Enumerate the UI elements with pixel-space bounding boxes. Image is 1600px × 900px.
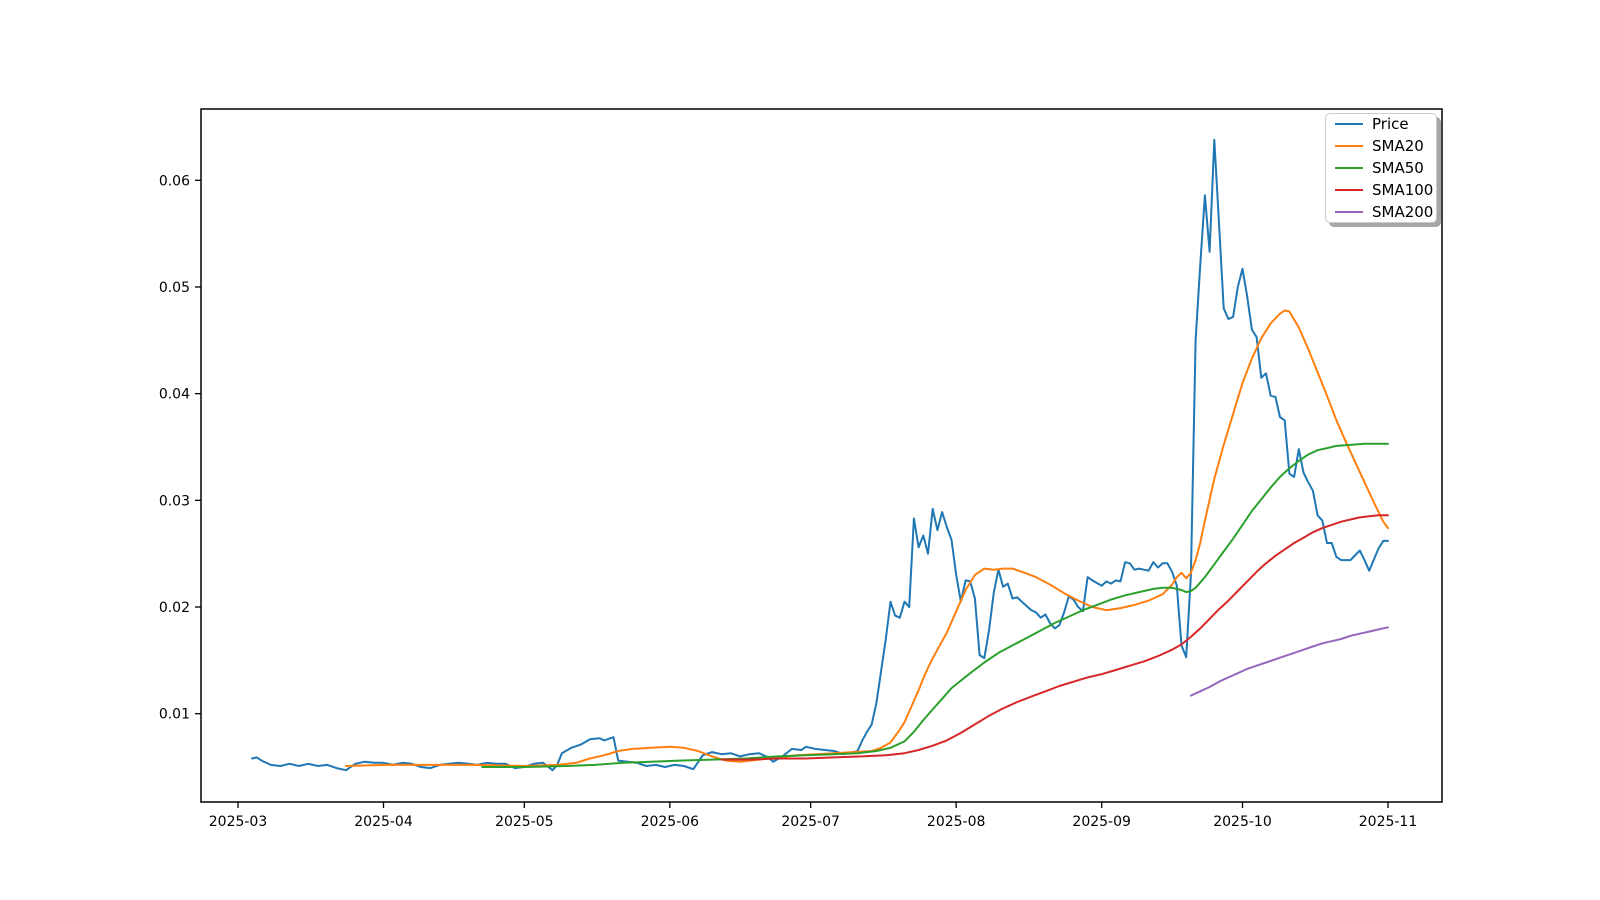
legend-item-sma20: SMA20 [1326, 135, 1436, 157]
y-tick-label: 0.06 [159, 173, 190, 189]
sma200-line [1189, 626, 1389, 697]
legend-item-price: Price [1326, 113, 1436, 135]
x-tick-label: 2025-08 [927, 814, 986, 830]
legend-item-sma200: SMA200 [1326, 201, 1436, 223]
legend: Price SMA20 SMA50 SMA100 SMA200 [1325, 113, 1437, 223]
sma50-line [481, 442, 1389, 768]
x-tick-label: 2025-05 [495, 814, 554, 830]
legend-item-sma100: SMA100 [1326, 179, 1436, 201]
legend-label-sma20: SMA20 [1372, 137, 1424, 155]
sma100-line-sample [1335, 189, 1363, 191]
x-tick-label: 2025-03 [209, 814, 268, 830]
x-tick-label: 2025-07 [781, 814, 840, 830]
legend-label-sma50: SMA50 [1372, 159, 1424, 177]
sma20-line [345, 309, 1389, 767]
sma200-line-sample [1335, 211, 1363, 213]
x-tick-label: 2025-09 [1072, 814, 1131, 830]
x-tick-label: 2025-10 [1213, 814, 1272, 830]
sma50-line-sample [1335, 167, 1363, 169]
legend-label-price: Price [1372, 115, 1409, 133]
y-tick-label: 0.03 [159, 493, 190, 509]
price-line-sample [1335, 123, 1363, 125]
legend-item-sma50: SMA50 [1326, 157, 1436, 179]
sma20-line-sample [1335, 145, 1363, 147]
y-tick-label: 0.01 [159, 707, 190, 723]
legend-label-sma100: SMA100 [1372, 181, 1434, 199]
x-tick-label: 2025-06 [641, 814, 700, 830]
x-tick-label: 2025-04 [354, 814, 413, 830]
y-tick-label: 0.04 [159, 387, 190, 403]
y-tick-label: 0.02 [159, 600, 190, 616]
y-tick-label: 0.05 [159, 280, 190, 296]
x-tick-label: 2025-11 [1359, 814, 1418, 830]
sma100-line [720, 514, 1389, 761]
plot-spines [200, 108, 1443, 803]
price-line [251, 138, 1389, 772]
legend-label-sma200: SMA200 [1372, 203, 1434, 221]
